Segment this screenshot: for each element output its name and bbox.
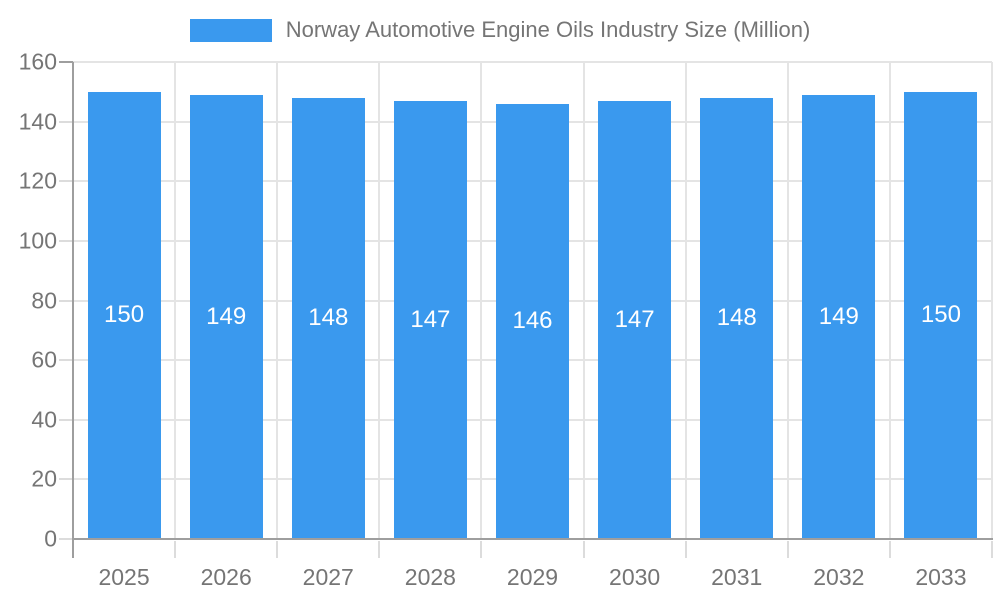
y-axis-tick: [59, 120, 73, 123]
x-tick-label: 2025: [98, 564, 150, 590]
legend-item[interactable]: Norway Automotive Engine Oils Industry S…: [0, 17, 1000, 43]
x-tick-label: 2026: [200, 564, 252, 590]
bar-value-label: 150: [104, 301, 145, 329]
bar[interactable]: [393, 100, 467, 539]
x-tick-label: 2030: [609, 564, 661, 590]
y-axis-tick: [59, 538, 73, 540]
bar[interactable]: [802, 94, 876, 539]
y-tick-label: 120: [18, 167, 57, 194]
y-axis-tick: [59, 478, 73, 481]
bar-value-label: 148: [716, 304, 757, 332]
x-axis-line: [72, 538, 993, 540]
x-tick-label: 2028: [404, 564, 456, 590]
y-tick-label: 60: [31, 346, 57, 373]
bar-value-label: 149: [206, 302, 247, 330]
bar-value-label: 147: [614, 305, 655, 333]
y-axis-tick: [59, 61, 73, 63]
bar-value-label: 150: [920, 301, 961, 329]
bar[interactable]: [598, 100, 672, 539]
x-axis-tick: [480, 541, 483, 558]
gridline-vertical: [378, 62, 381, 539]
y-axis-tick: [59, 180, 73, 183]
x-tick-label: 2033: [915, 564, 967, 590]
y-axis-line: [72, 62, 74, 558]
x-axis-tick: [786, 541, 789, 558]
y-tick-label: 0: [44, 525, 57, 552]
x-axis-tick: [684, 541, 687, 558]
bar-value-label: 149: [818, 302, 859, 330]
y-tick-label: 80: [31, 287, 57, 313]
bar[interactable]: [189, 94, 263, 539]
bar[interactable]: [700, 97, 774, 539]
y-axis-tick: [59, 418, 73, 421]
bar[interactable]: [87, 91, 161, 539]
x-axis-tick: [378, 541, 381, 558]
x-axis-tick: [991, 541, 993, 558]
x-axis-tick: [276, 541, 279, 558]
x-tick-label: 2032: [813, 564, 865, 590]
bar-value-label: 147: [410, 305, 451, 333]
bar[interactable]: [291, 97, 365, 539]
gridline-vertical: [582, 62, 585, 539]
bar[interactable]: [496, 103, 569, 539]
x-axis-tick: [582, 541, 585, 558]
gridline-vertical: [786, 62, 789, 539]
gridline-vertical: [991, 62, 993, 539]
gridline-horizontal: [73, 61, 992, 63]
y-tick-label: 160: [18, 48, 57, 75]
bar-value-label: 148: [308, 304, 349, 332]
y-tick-label: 140: [18, 108, 57, 135]
x-tick-label: 2029: [506, 564, 559, 590]
y-tick-label: 100: [18, 227, 57, 254]
legend-swatch: [189, 18, 272, 42]
bar-value-label: 146: [512, 307, 553, 335]
y-tick-label: 20: [31, 465, 57, 492]
x-tick-label: 2031: [711, 564, 763, 590]
x-tick-label: 2027: [302, 564, 354, 590]
y-tick-label: 40: [31, 406, 57, 433]
y-axis-tick: [59, 239, 73, 242]
gridline-vertical: [684, 62, 687, 539]
y-axis-tick: [59, 359, 73, 362]
x-axis-tick: [888, 541, 891, 558]
gridline-vertical: [276, 62, 279, 539]
x-axis-tick: [174, 541, 177, 558]
legend-label: Norway Automotive Engine Oils Industry S…: [285, 17, 811, 42]
gridline-vertical: [174, 62, 177, 539]
gridline-vertical: [888, 62, 891, 539]
y-axis-tick: [59, 299, 73, 302]
gridline-vertical: [480, 62, 483, 539]
bar[interactable]: [904, 91, 978, 539]
